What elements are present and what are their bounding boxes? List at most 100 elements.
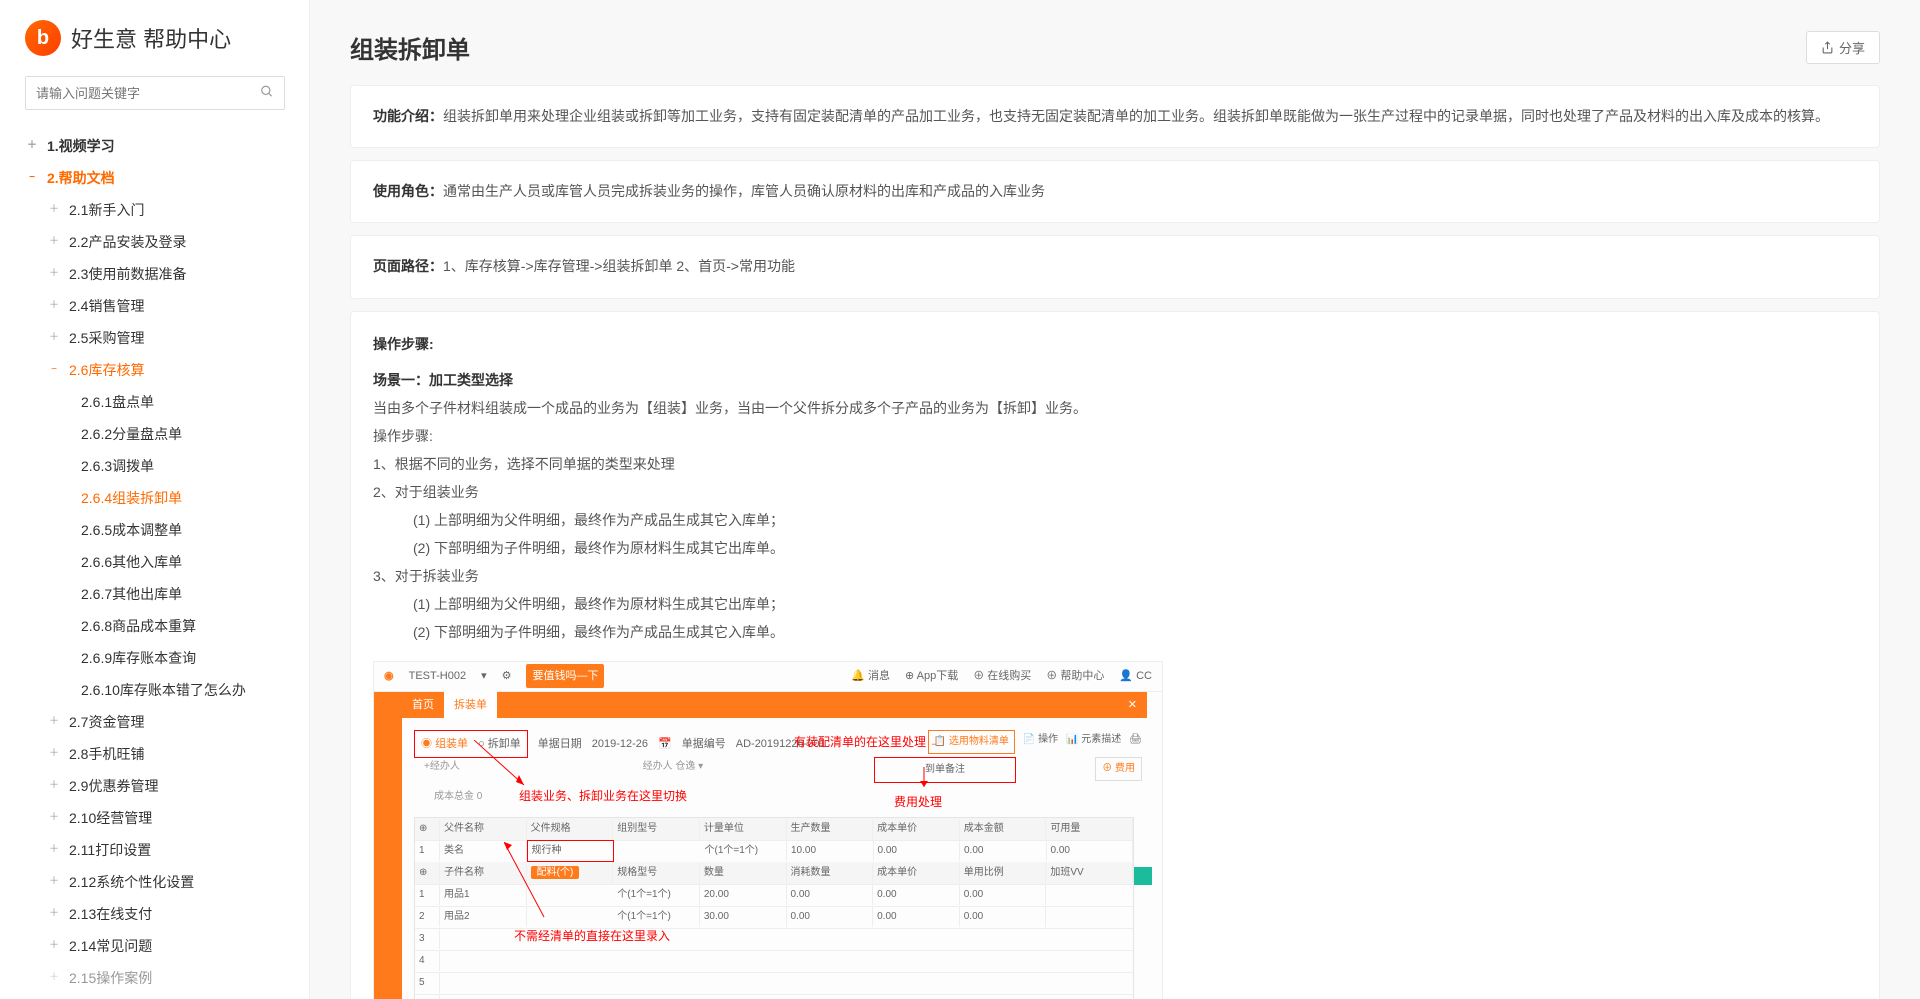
ss-date-val: 2019-12-26 [592, 733, 648, 755]
ss-arrow-svg2 [914, 767, 934, 792]
ss-td: 0.00 [960, 907, 1047, 927]
ss-try-btn: 要值钱吗—下 [526, 664, 604, 688]
main-content: 组装拆卸单 分享 功能介绍：组装拆卸单用来处理企业组装或拆卸等加工业务，支持有固… [310, 0, 1920, 999]
nav-item-2-5[interactable]: ＋2.5采购管理 [25, 322, 284, 354]
ss-code-label: 单据编号 [682, 733, 726, 755]
step-3b: (2) 下部明细为子件明细，最终作为产成品生成其它入库单。 [373, 618, 1857, 646]
plus-icon: ＋ [47, 907, 61, 921]
role-text: 通常由生产人员或库管人员完成拆装业务的操作，库管人员确认原材料的出库和产成品的入… [443, 183, 1045, 199]
minus-icon: − [25, 171, 39, 185]
ss-tab-home: 首页 [412, 694, 434, 716]
nav-label: 2.15操作案例 [69, 962, 152, 994]
ss-table-row: 4 [415, 950, 1133, 972]
logo-text: 好生意 帮助中心 [71, 22, 231, 54]
ss-tabs: 首页 拆装单 ✕ [402, 692, 1147, 718]
nav-label: 2.6.9库存账本查询 [81, 642, 196, 674]
nav-label: 2.12系统个性化设置 [69, 866, 194, 898]
share-label: 分享 [1839, 38, 1865, 57]
nav-item-2-15[interactable]: ＋2.15操作案例 [25, 962, 284, 994]
nav-item-2-6-10[interactable]: 2.6.10库存账本错了怎么办 [25, 674, 284, 706]
nav-item-2-8[interactable]: ＋2.8手机旺铺 [25, 738, 284, 770]
ss-th: 成本金额 [960, 819, 1047, 839]
ss-th: 父件规格 [527, 819, 614, 839]
nav-label: 2.10经营管理 [69, 802, 152, 834]
nav-label: 2.2产品安装及登录 [69, 226, 186, 258]
ss-op: 操作 [1038, 734, 1058, 745]
plus-icon: ＋ [47, 747, 61, 761]
path-box: 页面路径：1、库存核算->库存管理->组装拆卸单 2、首页->常用功能 [350, 235, 1880, 298]
nav-label: 2.6.7其他出库单 [81, 578, 182, 610]
nav-item-2-14[interactable]: ＋2.14常见问题 [25, 930, 284, 962]
nav-label: 2.14常见问题 [69, 930, 152, 962]
ss-sidebar [374, 692, 402, 999]
nav-item-2-13[interactable]: ＋2.13在线支付 [25, 898, 284, 930]
ss-arrow-svg3 [504, 842, 564, 922]
nav-item-2-6-4[interactable]: 2.6.4组装拆卸单 [25, 482, 284, 514]
nav-label: 2.6.8商品成本重算 [81, 610, 196, 642]
share-button[interactable]: 分享 [1806, 31, 1880, 64]
plus-icon: ＋ [47, 875, 61, 889]
nav-item-2-6-2[interactable]: 2.6.2分量盘点单 [25, 418, 284, 450]
nav-label: 2.4销售管理 [69, 290, 144, 322]
ss-td: 0.00 [874, 841, 961, 861]
search-icon[interactable] [260, 85, 274, 102]
nav-item-2-6-3[interactable]: 2.6.3调拨单 [25, 450, 284, 482]
nav-label: 2.6.1盘点单 [81, 386, 154, 418]
plus-icon: ＋ [47, 235, 61, 249]
nav-item-2-2[interactable]: ＋ 2.2产品安装及登录 [25, 226, 284, 258]
steps-box: 操作步骤: 场景一：加工类型选择 当由多个子件材料组装成一个成品的业务为【组装】… [350, 311, 1880, 999]
nav-label: 2.6.4组装拆卸单 [81, 482, 182, 514]
nav-item-docs[interactable]: −2.帮助文档 [25, 162, 284, 194]
plus-icon: ＋ [47, 811, 61, 825]
ss-cost-label: 成本总金 0 [434, 787, 482, 807]
ss-td: 个(1个=1个) [701, 841, 788, 861]
nav-item-2-6-1[interactable]: 2.6.1盘点单 [25, 386, 284, 418]
scene-title: 场景一：加工类型选择 [373, 366, 1857, 394]
embedded-screenshot: ◉ TEST-H002 ▾⚙ 要值钱吗—下 🔔 消息 ⊕ App下载 ⊕ 在线购… [373, 661, 1163, 999]
ss-table-row: 6 [415, 994, 1133, 999]
ss-op-label: 经办人 [643, 761, 673, 772]
nav-item-2-6-7[interactable]: 2.6.7其他出库单 [25, 578, 284, 610]
ss-table-head: ⊕ 父件名称 父件规格 组别型号 计量单位 生产数量 成本单价 成本金额 可用量 [415, 818, 1133, 840]
ss-td: 个(1个=1个) [613, 885, 700, 905]
ss-th: 组别型号 [613, 819, 700, 839]
search-input[interactable] [25, 76, 285, 110]
nav-item-2-6-6[interactable]: 2.6.6其他入库单 [25, 546, 284, 578]
ss-th: 数量 [700, 863, 787, 883]
steps-title: 操作步骤: [373, 330, 1857, 358]
ss-th: 单用比例 [960, 863, 1047, 883]
ss-logo-icon: ◉ [384, 665, 394, 687]
nav-item-2-10[interactable]: ＋ 2.10经营管理 [25, 802, 284, 834]
nav-item-2-6[interactable]: −2.6库存核算 [25, 354, 284, 386]
nav-item-2-12[interactable]: ＋ 2.12系统个性化设置 [25, 866, 284, 898]
ss-topbar: ◉ TEST-H002 ▾⚙ 要值钱吗—下 🔔 消息 ⊕ App下载 ⊕ 在线购… [374, 662, 1162, 692]
ss-th: 生产数量 [787, 819, 874, 839]
ss-td: 0.00 [787, 907, 874, 927]
nav-item-2-6-8[interactable]: 2.6.8商品成本重算 [25, 610, 284, 642]
ss-th: 父件名称 [440, 819, 527, 839]
plus-icon: ＋ [47, 779, 61, 793]
nav-item-2-1[interactable]: ＋2.1新手入门 [25, 194, 284, 226]
intro-label: 功能介绍： [373, 108, 443, 124]
nav-item-2-4[interactable]: ＋2.4销售管理 [25, 290, 284, 322]
nav-item-2-9[interactable]: ＋2.9优惠券管理 [25, 770, 284, 802]
sidebar: b 好生意 帮助中心 ＋1.视频学习 −2.帮助文档 ＋2.1新手入门 ＋2.2… [0, 0, 310, 999]
intro-text: 组装拆卸单用来处理企业组装或拆卸等加工业务，支持有固定装配清单的产品加工业务，也… [443, 108, 1829, 124]
step-2b: (2) 下部明细为子件明细，最终作为原材料生成其它出库单。 [373, 534, 1857, 562]
nav-label: 2.6.10库存账本错了怎么办 [81, 674, 246, 706]
ss-remark-box: 到单备注 [874, 757, 1016, 783]
ss-td: 20.00 [700, 885, 787, 905]
role-label: 使用角色： [373, 183, 443, 199]
nav-label: 2.1新手入门 [69, 194, 144, 226]
scene-desc: 当由多个子件材料组装成一个成品的业务为【组装】业务，当由一个父件拆分成多个子产品… [373, 394, 1857, 422]
ss-th: 规格型号 [613, 863, 700, 883]
nav-item-2-6-9[interactable]: 2.6.9库存账本查询 [25, 642, 284, 674]
nav-item-2-11[interactable]: ＋2.11打印设置 [25, 834, 284, 866]
nav-item-video[interactable]: ＋1.视频学习 [25, 130, 284, 162]
nav-item-2-6-5[interactable]: 2.6.5成本调整单 [25, 514, 284, 546]
ss-td: 10.00 [787, 841, 874, 861]
nav-item-2-7[interactable]: ＋2.7资金管理 [25, 706, 284, 738]
plus-icon: ＋ [47, 267, 61, 281]
nav-item-2-3[interactable]: ＋2.3使用前数据准备 [25, 258, 284, 290]
ss-tab-current: 拆装单 [444, 691, 497, 719]
